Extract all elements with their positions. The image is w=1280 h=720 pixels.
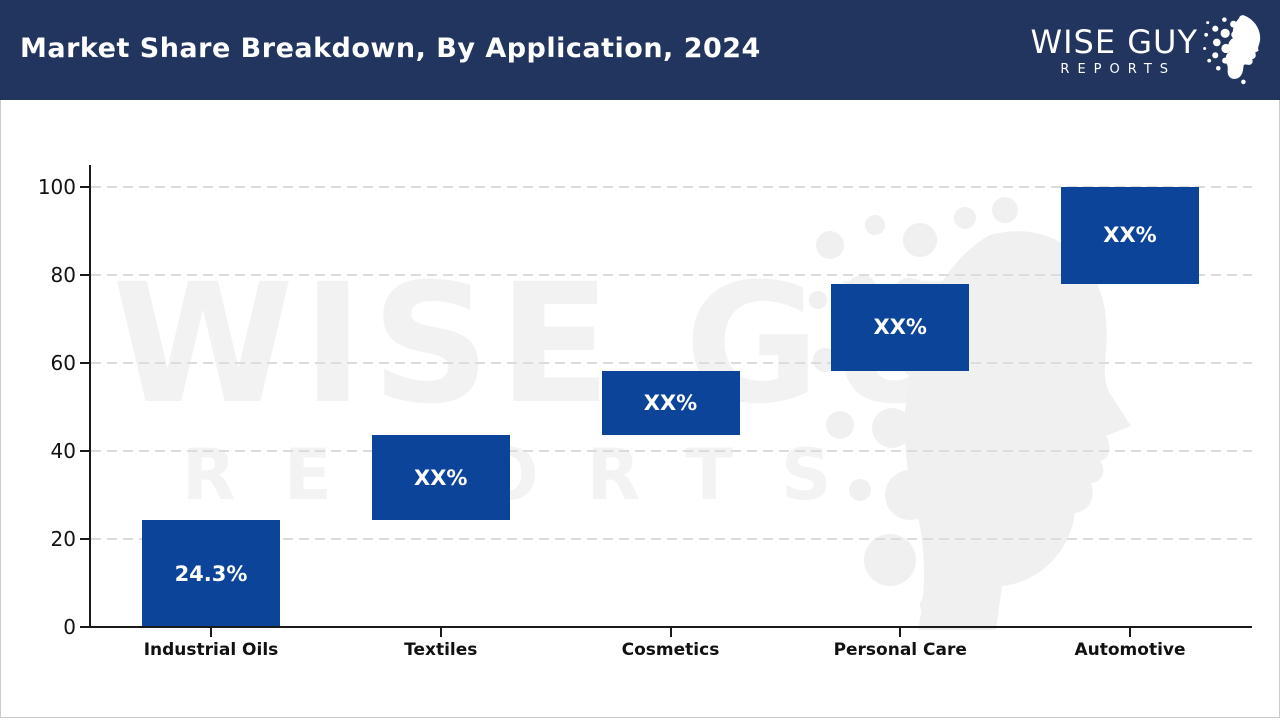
x-axis-line	[89, 626, 1252, 628]
bar-value-label-personal-care: XX%	[873, 315, 927, 340]
bar-industrial-oils	[142, 520, 280, 627]
gridline-20	[91, 538, 1252, 540]
brand-name: WISE GUY	[1030, 23, 1198, 61]
category-label-industrial-oils: Industrial Oils	[143, 640, 279, 660]
brand-logo: WISE GUY REPORTS	[1030, 12, 1264, 88]
brand-face-icon	[1203, 15, 1261, 85]
frame-left-border	[0, 100, 1, 718]
header-bar: Market Share Breakdown, By Application, …	[0, 0, 1280, 100]
x-axis-tick-textiles	[439, 628, 442, 637]
y-axis-tick-80	[80, 274, 89, 276]
bar-textiles	[371, 435, 510, 521]
bar-cosmetics	[601, 370, 740, 436]
brand-logo-text: WISE GUY REPORTS	[1030, 23, 1198, 77]
category-label-automotive: Automotive	[1074, 640, 1186, 660]
y-axis-tick-40	[80, 450, 89, 452]
y-axis-tick-60	[80, 362, 89, 364]
bar-value-label-cosmetics: XX%	[643, 391, 698, 416]
y-axis-tick-label-60: 60	[50, 351, 76, 375]
y-axis-tick-100	[80, 186, 89, 188]
x-axis-tick-industrial-oils	[210, 628, 212, 637]
frame-bottom-border	[0, 717, 1280, 718]
y-axis-line	[89, 165, 91, 628]
gridline-60	[91, 362, 1252, 364]
brand-subtitle: REPORTS	[1060, 62, 1177, 77]
page-title: Market Share Breakdown, By Application, …	[20, 33, 761, 64]
bar-value-label-industrial-oils: 24.3%	[174, 561, 248, 586]
bar-personal-care	[831, 283, 970, 371]
gridline-100	[91, 186, 1252, 188]
y-axis-tick-20	[80, 538, 89, 540]
y-axis-tick-label-0: 0	[63, 615, 76, 639]
gridline-40	[91, 450, 1252, 452]
y-axis-tick-label-40: 40	[50, 439, 76, 463]
bar-value-label-textiles: XX%	[414, 465, 468, 490]
category-label-textiles: Textiles	[404, 640, 478, 660]
y-axis-tick-0	[80, 626, 89, 628]
bar-value-label-automotive: XX%	[1103, 223, 1157, 248]
bar-automotive	[1061, 187, 1199, 284]
gridline-80	[91, 274, 1252, 276]
y-axis-tick-label-80: 80	[50, 263, 76, 287]
x-axis-tick-personal-care	[899, 628, 902, 637]
y-axis-tick-label-20: 20	[50, 527, 76, 551]
y-axis-tick-label-100: 100	[37, 175, 76, 199]
category-label-cosmetics: Cosmetics	[621, 640, 720, 660]
category-label-personal-care: Personal Care	[833, 640, 967, 660]
x-axis-tick-automotive	[1129, 628, 1131, 637]
x-axis-tick-cosmetics	[669, 628, 672, 637]
